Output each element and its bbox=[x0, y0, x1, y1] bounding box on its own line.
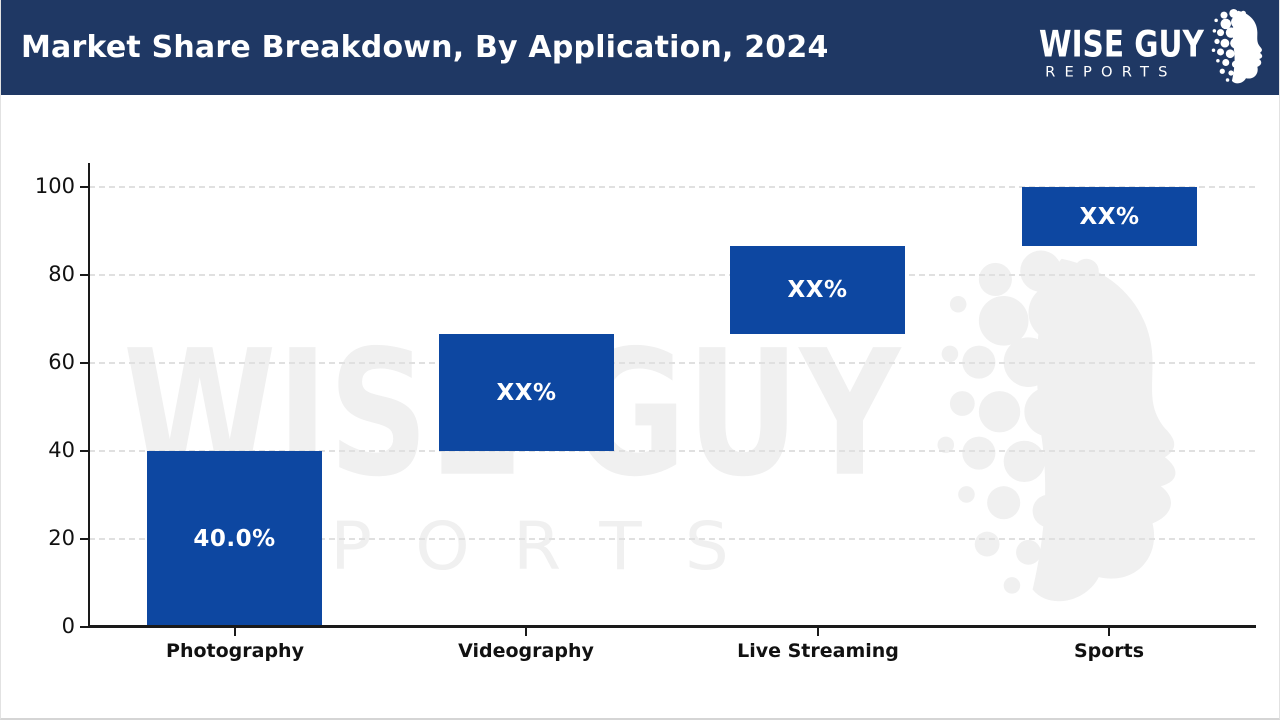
head-dots-icon bbox=[1211, 8, 1263, 83]
logo-reports-label: REPORTS bbox=[1045, 64, 1177, 80]
gridline-60 bbox=[89, 362, 1255, 364]
gridline-100 bbox=[89, 186, 1255, 188]
header-bar: Market Share Breakdown, By Application, … bbox=[1, 0, 1279, 95]
x-axis-label: Videography bbox=[458, 640, 594, 662]
x-axis-label: Photography bbox=[166, 640, 304, 662]
bar-value-label: XX% bbox=[1079, 203, 1140, 230]
page-title: Market Share Breakdown, By Application, … bbox=[21, 30, 829, 65]
y-axis-tick-label: 40 bbox=[48, 438, 75, 462]
x-axis-label: Sports bbox=[1073, 640, 1145, 662]
y-axis-tick-label: 60 bbox=[48, 350, 75, 374]
gridline-40 bbox=[89, 450, 1255, 452]
y-axis-tick bbox=[80, 538, 88, 540]
y-axis-tick-label: 20 bbox=[48, 526, 75, 550]
bar-sports: XX% bbox=[1022, 187, 1197, 246]
bar-value-label: 40.0% bbox=[193, 526, 276, 552]
x-axis-line bbox=[88, 625, 1256, 628]
gridline-80 bbox=[89, 274, 1255, 276]
x-axis-tick bbox=[525, 628, 527, 636]
bar-videography: XX% bbox=[439, 334, 614, 451]
x-axis-tick bbox=[1108, 628, 1110, 636]
bar-value-label: XX% bbox=[496, 379, 557, 406]
gridline-20 bbox=[89, 538, 1255, 540]
y-axis-tick bbox=[80, 626, 88, 628]
bar-photography: 40.0% bbox=[147, 451, 322, 627]
x-axis-label: Live Streaming bbox=[737, 640, 899, 662]
y-axis-tick bbox=[80, 186, 88, 188]
bar-live-streaming: XX% bbox=[730, 246, 905, 334]
y-axis-tick-label: 100 bbox=[34, 174, 75, 198]
y-axis-tick-label: 0 bbox=[61, 614, 75, 638]
y-axis-line bbox=[88, 163, 90, 628]
y-axis-tick bbox=[80, 274, 88, 276]
bar-value-label: XX% bbox=[787, 277, 848, 303]
wiseguy-logo: WISE GUY REPORTS bbox=[1039, 8, 1263, 83]
y-axis-tick bbox=[80, 362, 88, 364]
y-axis-tick bbox=[80, 450, 88, 452]
x-axis-tick bbox=[817, 628, 819, 636]
head-dots-icon bbox=[937, 250, 1176, 602]
logo-wordmark: WISE GUY bbox=[1039, 22, 1205, 65]
y-axis-tick-label: 80 bbox=[48, 262, 75, 286]
x-axis-tick bbox=[234, 628, 236, 636]
